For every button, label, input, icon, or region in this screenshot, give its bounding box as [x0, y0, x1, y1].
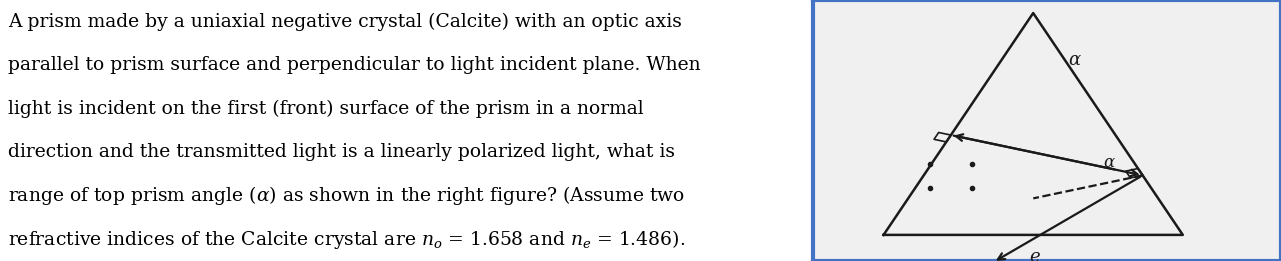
Text: $e$: $e$	[1030, 248, 1041, 261]
Text: $\alpha$: $\alpha$	[1068, 51, 1082, 69]
Text: parallel to prism surface and perpendicular to light incident plane. When: parallel to prism surface and perpendicu…	[8, 56, 701, 74]
Text: $\alpha$: $\alpha$	[1103, 154, 1116, 171]
Text: range of top prism angle ($\alpha$) as shown in the right figure? (Assume two: range of top prism angle ($\alpha$) as s…	[8, 184, 685, 207]
Text: light is incident on the first (front) surface of the prism in a normal: light is incident on the first (front) s…	[8, 100, 644, 118]
Text: refractive indices of the Calcite crystal are $n_o$ = 1.658 and $n_e$ = 1.486).: refractive indices of the Calcite crysta…	[8, 228, 685, 251]
Text: A prism made by a uniaxial negative crystal (Calcite) with an optic axis: A prism made by a uniaxial negative crys…	[8, 13, 681, 31]
Text: direction and the transmitted light is a linearly polarized light, what is: direction and the transmitted light is a…	[8, 143, 675, 161]
